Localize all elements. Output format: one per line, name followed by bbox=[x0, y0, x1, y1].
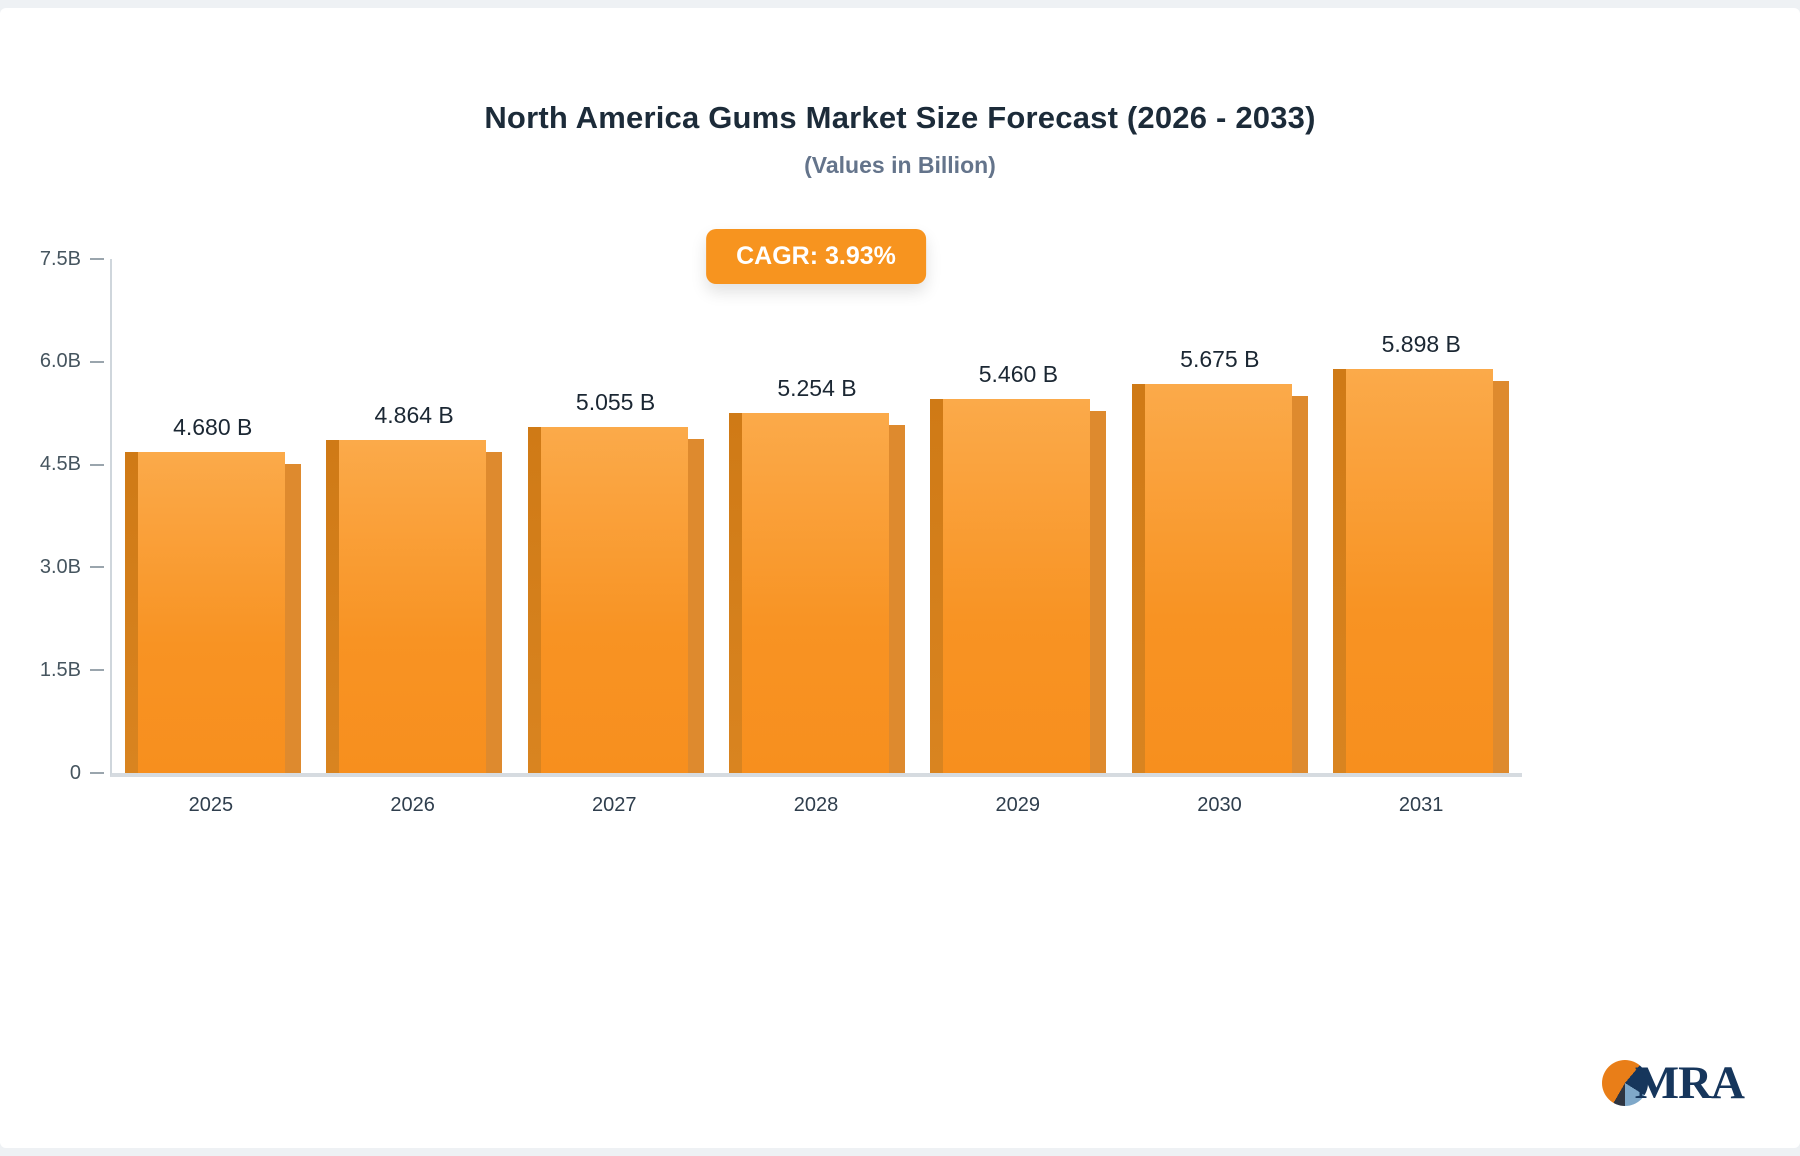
x-axis-label: 2029 bbox=[995, 794, 1040, 816]
bar-value-label: 5.675 B bbox=[1180, 346, 1260, 372]
x-axis: 2025 2026 2027 2028 2029 2030 2031 bbox=[110, 777, 1522, 817]
y-axis-tick-label: 6.0B bbox=[39, 350, 81, 373]
bar bbox=[930, 399, 1107, 773]
bar-group: 5.898 B bbox=[1321, 259, 1522, 773]
x-axis-label: 2027 bbox=[592, 794, 637, 816]
y-axis-tick-label: 7.5B bbox=[39, 247, 81, 270]
plot-area: 0 1.5B 3.0B 4.5B 6.0B 7.5B 4.680 B 4.864 B 5.055… bbox=[40, 248, 1522, 784]
pie-chart-logo-icon bbox=[1601, 1060, 1648, 1106]
x-axis-label: 2025 bbox=[188, 794, 234, 816]
bar-group: 5.675 B bbox=[1119, 259, 1320, 773]
bar bbox=[527, 427, 704, 773]
chart-wrapper: CAGR: 3.93% 0 1.5B 3.0B 4.5B 6.0B 7.5B 4.680 B… bbox=[40, 229, 1522, 817]
brand-logo: MRA bbox=[1601, 1056, 1745, 1110]
y-axis-tick-mark bbox=[90, 463, 104, 466]
y-axis-tick-mark bbox=[90, 258, 104, 260]
x-axis-label: 2026 bbox=[390, 794, 435, 816]
chart-subtitle: (Values in Billion) bbox=[804, 152, 996, 178]
bar bbox=[124, 452, 301, 773]
bar bbox=[1333, 369, 1510, 773]
cagr-badge: CAGR: 3.93% bbox=[706, 229, 926, 284]
chart-title: North America Gums Market Size Forecast … bbox=[484, 100, 1316, 135]
bar bbox=[728, 413, 905, 773]
bar-value-label: 5.460 B bbox=[978, 361, 1059, 387]
bar bbox=[1131, 384, 1308, 773]
y-axis-tick-mark bbox=[90, 669, 104, 672]
x-axis-label: 2031 bbox=[1398, 794, 1444, 816]
bar-group: 5.254 B bbox=[716, 259, 917, 773]
bar-value-label: 5.898 B bbox=[1381, 331, 1461, 357]
x-axis-label: 2028 bbox=[793, 794, 839, 816]
bar-group: 4.864 B bbox=[313, 259, 514, 773]
y-axis-tick: 0 bbox=[8, 761, 104, 784]
y-axis-tick: 1.5B bbox=[8, 658, 104, 681]
bar-value-label: 4.680 B bbox=[173, 414, 253, 440]
y-axis-tick: 7.5B bbox=[8, 247, 104, 270]
bar-value-label: 5.254 B bbox=[777, 375, 857, 401]
y-axis-tick-mark bbox=[90, 566, 104, 569]
y-axis-tick-label: 0 bbox=[69, 761, 81, 784]
bar bbox=[326, 440, 503, 773]
x-axis-label: 2030 bbox=[1197, 794, 1242, 816]
y-axis-tick-mark bbox=[90, 772, 104, 774]
y-axis-tick-mark bbox=[90, 360, 104, 363]
y-axis-tick: 4.5B bbox=[8, 453, 104, 476]
bar-group: 4.680 B bbox=[112, 259, 313, 773]
bars-row: 4.680 B 4.864 B 5.055 B 5.254 B 5.460 B 5.675… bbox=[112, 259, 1522, 773]
y-axis-tick-label: 4.5B bbox=[39, 453, 81, 476]
y-axis-tick: 6.0B bbox=[8, 350, 104, 373]
bar-value-label: 4.864 B bbox=[374, 402, 454, 428]
y-axis-tick: 3.0B bbox=[8, 555, 104, 578]
y-axis-tick-label: 3.0B bbox=[39, 555, 81, 578]
bar-group: 5.055 B bbox=[515, 259, 716, 773]
bar-value-label: 5.055 B bbox=[575, 389, 656, 415]
bar-group: 5.460 B bbox=[918, 259, 1119, 773]
y-axis-tick-label: 1.5B bbox=[39, 658, 81, 681]
brand-logo-text: MRA bbox=[1634, 1057, 1745, 1109]
chart-card: North America Gums Market Size Forecast … bbox=[0, 8, 1800, 1148]
